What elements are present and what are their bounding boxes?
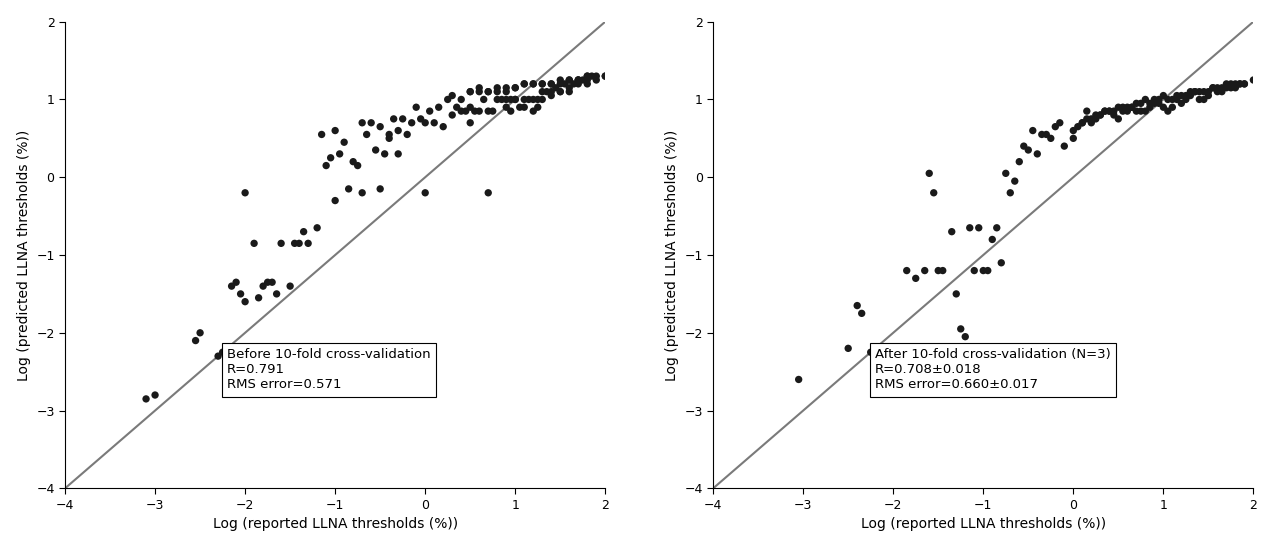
Point [513,95,534,104]
Point [478,87,498,96]
Point [352,118,372,127]
Point [1103,107,1124,116]
Point [541,87,562,96]
Point [550,87,571,96]
Point [1176,95,1196,104]
Point [496,87,516,96]
Point [460,87,480,96]
Point [1077,115,1097,123]
Point [1130,107,1150,116]
Point [541,79,562,88]
Point [1167,95,1187,104]
Point [586,72,606,81]
Point [1126,99,1147,108]
Point [1220,83,1241,92]
Point [136,395,157,403]
Point [501,95,521,104]
Point [378,134,399,142]
Point [947,289,967,298]
Point [550,76,571,84]
Point [378,130,399,139]
Point [456,107,476,116]
Point [487,83,507,92]
Point [1140,99,1161,108]
Point [533,87,553,96]
Point [311,130,331,139]
Point [186,336,206,345]
Point [1094,107,1115,116]
Point [460,118,480,127]
Point [1153,103,1173,112]
Point [392,115,413,123]
Point [222,282,242,290]
Point [325,126,345,135]
Point [280,282,301,290]
Point [415,118,436,127]
Point [559,83,580,92]
Point [487,95,507,104]
Point [1198,87,1218,96]
Point [568,76,589,84]
Point [919,169,939,178]
Point [334,138,354,147]
Point [915,266,935,275]
Point [1108,103,1129,112]
Point [401,118,422,127]
Point [572,76,592,84]
Point [248,293,269,302]
Point [415,189,436,197]
Point [1185,87,1205,96]
Point [933,266,953,275]
Point [460,103,480,112]
Point [419,107,440,116]
Point [1229,79,1250,88]
Point [1050,118,1070,127]
Point [1189,87,1209,96]
Point [1140,103,1161,112]
Point [478,87,498,96]
Point [510,103,530,112]
Point [1063,134,1083,142]
Point [1099,107,1120,116]
Point [906,274,926,283]
Point [446,103,466,112]
Point [325,196,345,205]
Point [1194,87,1214,96]
Point [496,103,516,112]
Point [1203,83,1223,92]
Point [986,224,1006,232]
Point [339,185,359,193]
Point [428,103,448,112]
Point [1229,79,1250,88]
Point [550,79,571,88]
Point [307,224,327,232]
Point [545,83,566,92]
Point [1121,103,1142,112]
Point [533,79,553,88]
Point [254,282,274,290]
Point [213,348,233,357]
Point [1153,91,1173,100]
Point [1054,142,1074,151]
Point [442,111,462,119]
Point [460,87,480,96]
Point [1112,107,1133,116]
Point [977,266,998,275]
Point [1077,107,1097,116]
Text: After 10-fold cross-validation (N=3)
R=0.708±0.018
RMS error=0.660±0.017: After 10-fold cross-validation (N=3) R=0… [875,349,1111,391]
Point [190,328,210,337]
Point [234,298,255,306]
Point [874,344,894,353]
Point [375,150,395,158]
Point [1091,111,1111,119]
Point [501,107,521,116]
Point [1041,134,1061,142]
Point [1217,79,1237,88]
Point [1103,111,1124,119]
Point [1045,122,1065,131]
Point [1226,83,1246,92]
Point [991,259,1012,267]
Point [1243,76,1264,84]
Point [1099,107,1120,116]
Point [257,278,278,287]
